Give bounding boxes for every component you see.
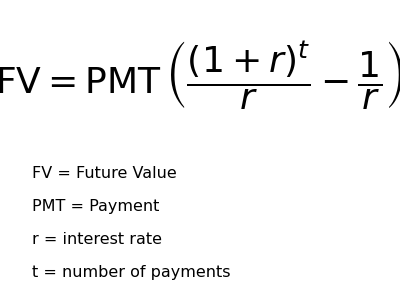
Text: $\mathsf{FV = PMT}\,\left(\dfrac{(1+r)^{t}}{r} - \dfrac{1}{r}\right)$: $\mathsf{FV = PMT}\,\left(\dfrac{(1+r)^{… xyxy=(0,39,400,111)
Text: FV = Future Value: FV = Future Value xyxy=(32,167,177,182)
Text: t = number of payments: t = number of payments xyxy=(32,266,230,280)
Text: r = interest rate: r = interest rate xyxy=(32,232,162,247)
Text: PMT = Payment: PMT = Payment xyxy=(32,200,159,214)
